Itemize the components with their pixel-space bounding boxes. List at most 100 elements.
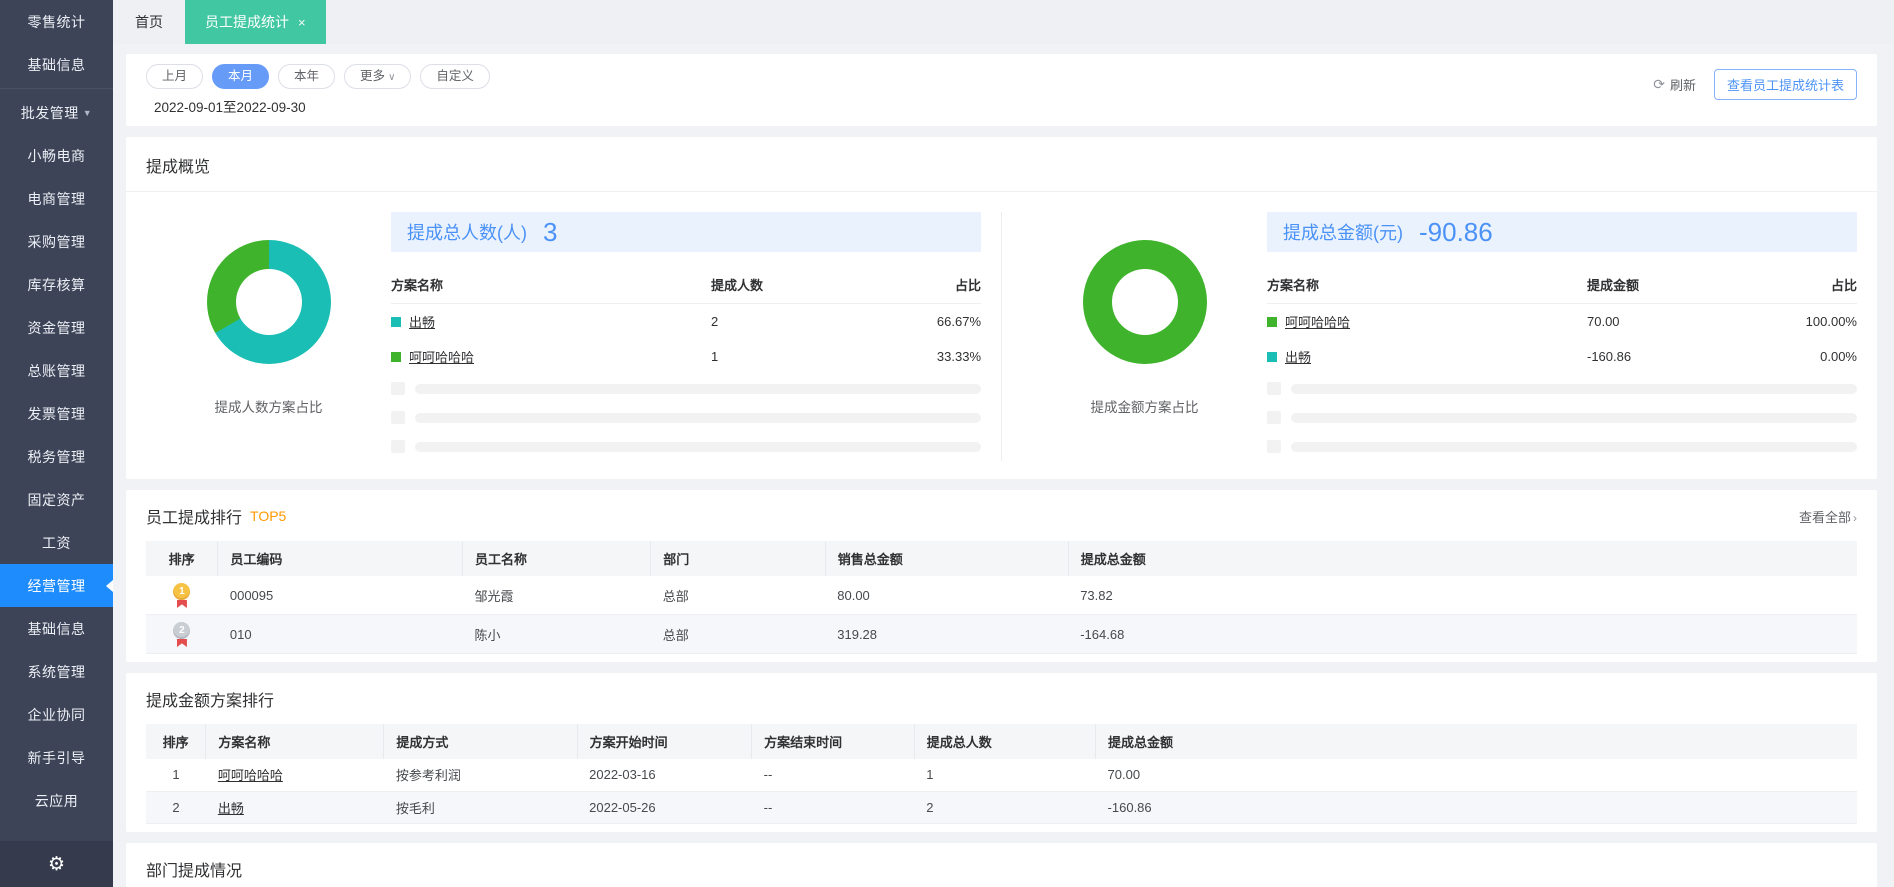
sidebar-item-tax[interactable]: 税务管理: [0, 435, 113, 478]
section-title: 部门提成情况: [146, 862, 243, 880]
amount-chart-caption: 提成金额方案占比: [1090, 400, 1199, 415]
cell-total-people: 1: [914, 759, 1096, 792]
table-row: 2 出畅 按毛利 2022-05-26 -- 2 -160.86: [146, 791, 1857, 824]
cell-employee-name: 陈小: [462, 614, 651, 654]
col-department: 部门: [650, 541, 826, 576]
sidebar-item-funds[interactable]: 资金管理: [0, 306, 113, 349]
toolbar-right: ⟳ 刷新 查看员工提成统计表: [1653, 69, 1857, 100]
sidebar-item-label: 基础信息: [27, 620, 86, 637]
cell-department: 总部: [650, 614, 826, 654]
sidebar-item-business-mgmt[interactable]: 经营管理: [0, 564, 113, 607]
sidebar-item-system-mgmt[interactable]: 系统管理: [0, 650, 113, 693]
date-range-text: 2022-09-01至2022-09-30: [154, 100, 306, 115]
sidebar-item-label: 电商管理: [27, 190, 86, 207]
department-commission-header: 部门提成情况: [146, 857, 1857, 881]
cell-value: 1: [711, 349, 719, 364]
plan-link[interactable]: 呵呵哈哈哈: [217, 768, 283, 784]
sidebar-item-purchase-mgmt[interactable]: 采购管理: [0, 220, 113, 263]
date-filter-pills: 上月 本月 本年 更多 ∨ 自定义: [146, 64, 490, 89]
top5-badge: TOP5: [250, 508, 287, 524]
sidebar-item-general-ledger[interactable]: 总账管理: [0, 349, 113, 392]
sidebar-item-enterprise-collab[interactable]: 企业协同: [0, 693, 113, 736]
sidebar: 零售统计 基础信息 批发管理 ▼ 小畅电商 电商管理 采购管理 库存核算 资金管理…: [0, 0, 113, 887]
tab-home[interactable]: 首页: [113, 0, 185, 44]
cell-value: 2: [711, 314, 719, 329]
gear-icon[interactable]: ⚙: [47, 853, 66, 875]
skeleton-row: [1267, 432, 1857, 461]
sidebar-item-inventory[interactable]: 库存核算: [0, 263, 113, 306]
amount-donut-chart: [1082, 240, 1207, 364]
cell-rank: 1: [146, 759, 206, 792]
filter-this-month[interactable]: 本月: [212, 64, 270, 89]
sidebar-item-invoice[interactable]: 发票管理: [0, 392, 113, 435]
sidebar-item-fixed-assets[interactable]: 固定资产: [0, 478, 113, 521]
main-area: 首页 员工提成统计 × 上月 本月 本年 更多 ∨ 自定义 2022-09-01至…: [113, 0, 1894, 887]
chevron-right-icon: ›: [1853, 510, 1857, 525]
cell-percent: 33.33%: [936, 349, 981, 364]
tab-label: 员工提成统计: [205, 14, 289, 30]
plan-link[interactable]: 出畅: [409, 315, 436, 330]
sidebar-item-basic-info-top[interactable]: 基础信息: [0, 43, 113, 86]
close-icon[interactable]: ×: [298, 14, 306, 30]
skeleton-row: [391, 374, 981, 403]
sidebar-item-beginner-guide[interactable]: 新手引导: [0, 736, 113, 779]
plan-link[interactable]: 出畅: [1285, 350, 1312, 365]
cell-start-date: 2022-05-26: [577, 791, 752, 824]
cell-method: 按参考利润: [383, 759, 578, 792]
sidebar-item-label: 经营管理: [27, 577, 86, 594]
tab-label: 首页: [135, 14, 163, 30]
sidebar-item-label: 工资: [42, 534, 71, 551]
filter-more[interactable]: 更多 ∨: [344, 64, 412, 89]
view-all-link[interactable]: 查看全部 ›: [1799, 507, 1857, 526]
people-metric-value: 3: [543, 216, 558, 247]
plan-link[interactable]: 呵呵哈哈哈: [1285, 315, 1351, 330]
sidebar-item-cloud-apps[interactable]: 云应用: [0, 779, 113, 822]
legend-swatch: [391, 351, 401, 362]
amount-metric-label: 提成总金额(元): [1283, 223, 1403, 243]
legend-swatch: [1267, 351, 1277, 362]
sidebar-item-label: 税务管理: [27, 448, 86, 465]
sidebar-item-xiaochang-ecommerce[interactable]: 小畅电商: [0, 134, 113, 177]
amount-metric-strip: 提成总金额(元) -90.86: [1267, 212, 1857, 252]
filter-last-month[interactable]: 上月: [146, 64, 204, 89]
cell-percent: 66.67%: [936, 314, 981, 329]
skeleton-row: [1267, 403, 1857, 432]
view-commission-table-button[interactable]: 查看员工提成统计表: [1713, 69, 1857, 100]
sidebar-item-basic-info-bottom[interactable]: 基础信息: [0, 607, 113, 650]
sidebar-divider: [0, 88, 113, 89]
plan-ranking-header: 提成金额方案排行: [146, 687, 1857, 711]
filter-custom[interactable]: 自定义: [420, 64, 490, 89]
overview-body: 提成人数方案占比 提成总人数(人) 3 方案名称 提成人数: [126, 192, 1877, 461]
cell-total-commission: 73.82: [1068, 576, 1857, 615]
col-rank: 排序: [146, 724, 207, 759]
amount-metric-value: -90.86: [1419, 216, 1493, 247]
col-total-people: 提成总人数: [914, 724, 1097, 759]
refresh-label: 刷新: [1669, 78, 1696, 93]
refresh-button[interactable]: ⟳ 刷新: [1653, 75, 1696, 94]
employee-ranking-table: 排序 员工编码 员工名称 部门 销售总金额 提成总金额 1 000095 邹光霞: [146, 541, 1857, 654]
amount-stats-column: 提成总金额(元) -90.86 方案名称 提成金额 占比 呵呵: [1267, 212, 1857, 461]
cell-start-date: 2022-03-16: [577, 759, 752, 792]
plan-ranking-card: 提成金额方案排行 排序 方案名称 提成方式 方案开始时间 方案结束时间 提成总人…: [126, 673, 1877, 832]
col-people-count: 提成人数: [711, 278, 764, 293]
sidebar-item-retail-stats[interactable]: 零售统计: [0, 0, 113, 43]
sidebar-item-wholesale[interactable]: 批发管理 ▼: [0, 91, 113, 134]
col-percent: 占比: [954, 278, 981, 293]
sidebar-item-label: 零售统计: [27, 13, 86, 30]
cell-rank: 2: [146, 791, 206, 824]
plan-link[interactable]: 出畅: [217, 800, 244, 816]
table-header-row: 排序 方案名称 提成方式 方案开始时间 方案结束时间 提成总人数 提成总金额: [146, 724, 1857, 759]
sidebar-item-ecommerce-mgmt[interactable]: 电商管理: [0, 177, 113, 220]
filter-this-year[interactable]: 本年: [278, 64, 336, 89]
cell-value: 70.00: [1587, 314, 1620, 329]
plan-link[interactable]: 呵呵哈哈哈: [409, 350, 475, 365]
tab-employee-commission-stats[interactable]: 员工提成统计 ×: [185, 0, 326, 44]
cell-employee-code: 000095: [217, 576, 463, 615]
filter-more-label: 更多: [360, 69, 386, 83]
table-header-row: 排序 员工编码 员工名称 部门 销售总金额 提成总金额: [146, 541, 1857, 576]
cell-department: 总部: [650, 576, 826, 615]
sidebar-item-payroll[interactable]: 工资: [0, 521, 113, 564]
tab-bar: 首页 员工提成统计 ×: [113, 0, 1894, 44]
sidebar-item-label: 总账管理: [27, 362, 86, 379]
